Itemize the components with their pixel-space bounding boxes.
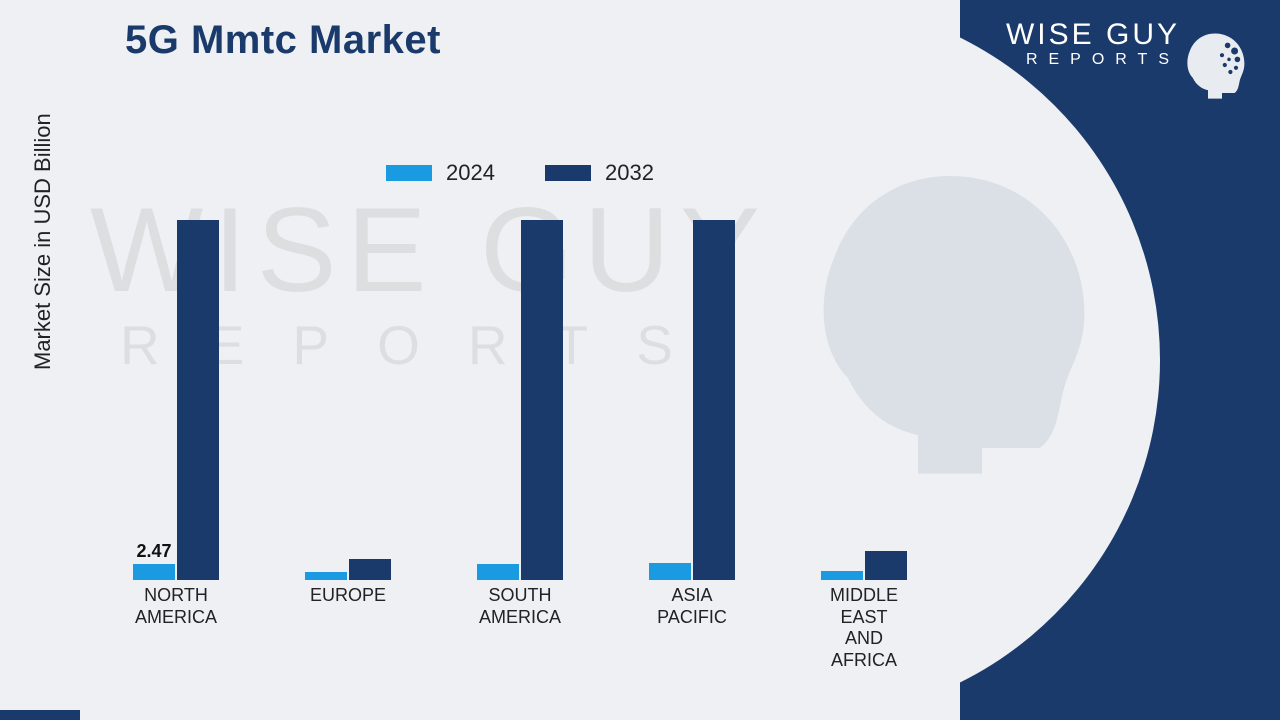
bar-group — [606, 200, 778, 580]
bar-2032 — [177, 220, 219, 580]
bar-2032 — [693, 220, 735, 580]
brand-main-text: WISE GUY — [1006, 20, 1180, 50]
chart-legend: 2024 2032 — [90, 160, 950, 186]
legend-label-2024: 2024 — [446, 160, 495, 186]
bar-2024 — [649, 563, 691, 580]
chart-area: 2024 2032 2.47 NORTHAMERICAEUROPESOUTHAM… — [90, 180, 950, 580]
x-axis-label: MIDDLEEASTANDAFRICA — [778, 585, 950, 671]
brand-logo: WISE GUY REPORTS — [1006, 20, 1250, 68]
bar-group: 2.47 — [90, 200, 262, 580]
y-axis-label: Market Size in USD Billion — [30, 113, 56, 370]
bar-group — [262, 200, 434, 580]
x-axis-label: ASIAPACIFIC — [606, 585, 778, 671]
bar-value-label: 2.47 — [136, 541, 171, 562]
bar-2032 — [865, 551, 907, 580]
bar-2032 — [349, 559, 391, 580]
page-root: WISE GUY REPORTS 5G Mmtc Market WISE GUY… — [0, 0, 1280, 720]
x-axis-label: EUROPE — [262, 585, 434, 671]
chart-title: 5G Mmtc Market — [125, 18, 441, 63]
bar-2024 — [821, 571, 863, 580]
legend-swatch-2024 — [386, 165, 432, 181]
x-axis-labels: NORTHAMERICAEUROPESOUTHAMERICAASIAPACIFI… — [90, 585, 950, 671]
bar-2032 — [521, 220, 563, 580]
bar-group — [778, 200, 950, 580]
bar-2024: 2.47 — [133, 564, 175, 580]
chart-plot: 2.47 — [90, 200, 950, 580]
x-axis-label: NORTHAMERICA — [90, 585, 262, 671]
legend-item-2024: 2024 — [386, 160, 495, 186]
brand-sub-text: REPORTS — [1006, 52, 1180, 68]
legend-item-2032: 2032 — [545, 160, 654, 186]
legend-swatch-2032 — [545, 165, 591, 181]
bar-group — [434, 200, 606, 580]
bar-2024 — [477, 564, 519, 580]
legend-label-2032: 2032 — [605, 160, 654, 186]
x-axis-label: SOUTHAMERICA — [434, 585, 606, 671]
bar-2024 — [305, 572, 347, 580]
bottom-accent-bar — [0, 710, 80, 720]
